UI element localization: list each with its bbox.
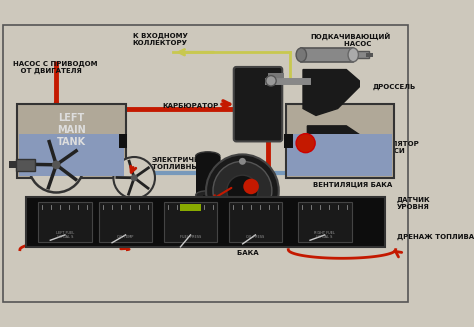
Circle shape — [113, 157, 155, 198]
Text: ПОДКАЧИВАЮЩИЙ
      НАСОС: ПОДКАЧИВАЮЩИЙ НАСОС — [310, 32, 391, 47]
Text: ВЕНТИЛЯЦИЯ БАКА: ВЕНТИЛЯЦИЯ БАКА — [313, 182, 392, 188]
Bar — [366, 53, 373, 57]
Text: OIL PRESS: OIL PRESS — [246, 235, 264, 239]
Ellipse shape — [196, 191, 220, 199]
Text: FUEL PRESS: FUEL PRESS — [180, 235, 201, 239]
Text: К ВХОДНОМУ
КОЛЛЕКТОРУ: К ВХОДНОМУ КОЛЛЕКТОРУ — [133, 32, 188, 45]
Text: ДРЕНАЖ ТОПЛИВА: ДРЕНАЖ ТОПЛИВА — [397, 233, 474, 240]
Text: СЕЛЕКТОРНЫЙ
КЛАПАН
ТОПЛИВНОГО
    БАКА: СЕЛЕКТОРНЫЙ КЛАПАН ТОПЛИВНОГО БАКА — [212, 228, 273, 255]
Ellipse shape — [296, 48, 307, 62]
Circle shape — [213, 161, 272, 220]
Polygon shape — [307, 126, 359, 162]
Bar — [19, 134, 124, 176]
Bar — [164, 202, 217, 242]
Text: КАРБЮРАТОР: КАРБЮРАТОР — [162, 103, 218, 109]
Text: ПРАВЫЙ ГЛАВНЫЙ БАК: ПРАВЫЙ ГЛАВНЫЙ БАК — [292, 174, 387, 181]
Bar — [16, 159, 35, 171]
Bar — [18, 104, 126, 178]
Text: OIL TEMP: OIL TEMP — [118, 235, 134, 239]
Text: ДАТЧИК
УРОВНЯ: ДАТЧИК УРОВНЯ — [397, 197, 430, 210]
Bar — [286, 104, 394, 178]
Bar — [180, 204, 201, 211]
Text: ЭЛЕКТРИЧЕСКИЙ
ТОПЛИВНЫЙ НАСОС: ЭЛЕКТРИЧЕСКИЙ ТОПЛИВНЫЙ НАСОС — [152, 156, 234, 170]
Bar — [38, 202, 92, 242]
Bar — [284, 134, 292, 148]
Bar — [301, 48, 353, 62]
Bar — [196, 156, 220, 195]
Text: ДРОССЕЛЬ: ДРОССЕЛЬ — [372, 84, 416, 90]
Circle shape — [243, 179, 259, 194]
Text: LEFT FUEL
US GAL S: LEFT FUEL US GAL S — [56, 231, 74, 239]
Bar — [298, 202, 352, 242]
Text: ТОПЛИВНЫЙ
  ФИЛЬТР: ТОПЛИВНЫЙ ФИЛЬТР — [212, 162, 264, 176]
Text: РЕГУЛЯТОР
  СМЕСИ: РЕГУЛЯТОР СМЕСИ — [372, 141, 419, 154]
Circle shape — [227, 175, 258, 206]
Ellipse shape — [196, 152, 220, 161]
FancyBboxPatch shape — [234, 67, 282, 141]
Bar — [99, 202, 152, 242]
Circle shape — [296, 134, 315, 153]
Circle shape — [28, 137, 84, 193]
Bar — [268, 73, 284, 78]
Circle shape — [239, 158, 246, 165]
Bar — [9, 161, 18, 168]
Circle shape — [266, 76, 276, 86]
Bar — [118, 134, 128, 148]
Text: НАСОС С ПРИВОДОМ
   ОТ ДВИГАТЕЛЯ: НАСОС С ПРИВОДОМ ОТ ДВИГАТЕЛЯ — [13, 61, 98, 75]
Bar — [287, 134, 392, 176]
Circle shape — [206, 154, 279, 227]
Circle shape — [52, 161, 61, 169]
Circle shape — [131, 174, 137, 181]
Ellipse shape — [348, 48, 358, 62]
Bar — [353, 51, 369, 58]
Bar — [228, 202, 282, 242]
Bar — [26, 197, 385, 247]
Bar — [203, 195, 212, 205]
Polygon shape — [303, 70, 359, 115]
Text: RIGHT FUEL
US GAL S: RIGHT FUEL US GAL S — [314, 231, 335, 239]
Text: LEFT
MAIN
TANK: LEFT MAIN TANK — [57, 113, 86, 146]
Text: ЛЕВЫЙ ГЛАВНЫЙ БАК: ЛЕВЫЙ ГЛАВНЫЙ БАК — [27, 174, 116, 181]
